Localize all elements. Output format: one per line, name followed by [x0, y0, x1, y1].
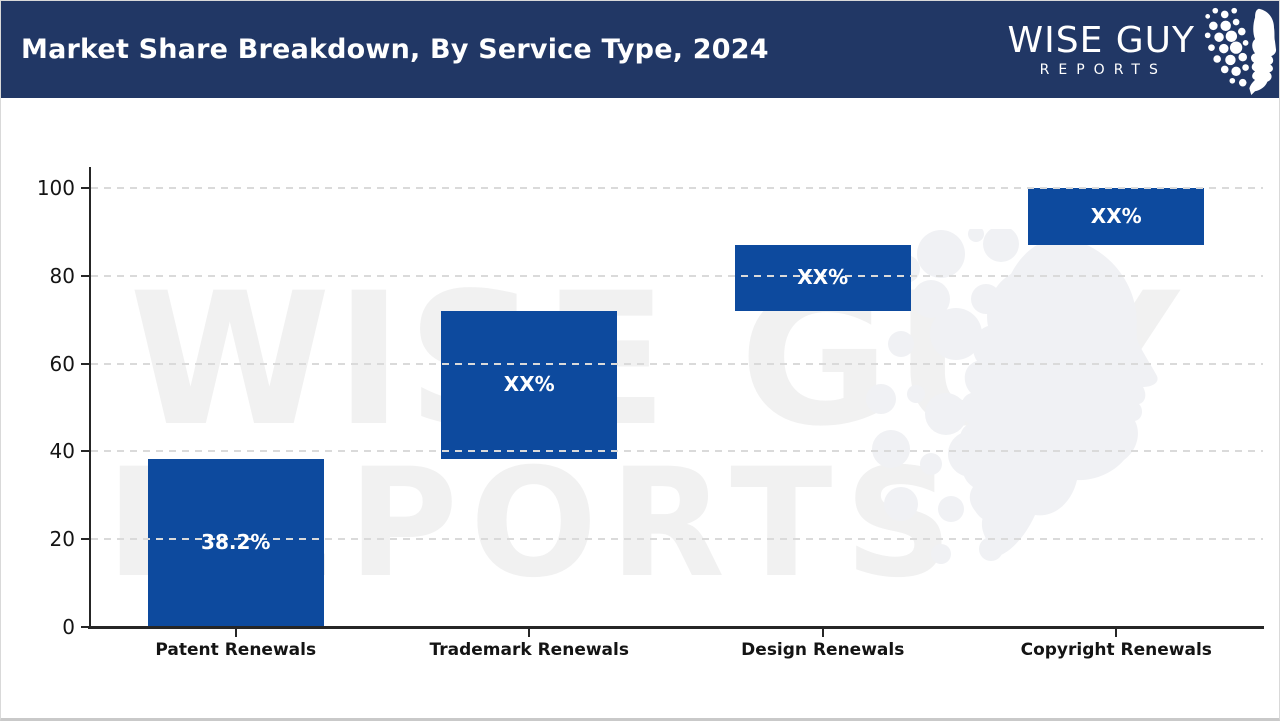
y-axis-line	[89, 167, 91, 628]
y-tick-60	[81, 362, 89, 365]
x-tick-label-patent-renewals: Patent Renewals	[155, 640, 317, 660]
x-axis-line	[88, 626, 1264, 629]
x-tick-label-copyright-renewals: Copyright Renewals	[1020, 640, 1212, 660]
bar-value-label-design-renewals: XX%	[797, 264, 849, 289]
y-tick-label-60: 60	[49, 351, 75, 376]
gridline-20	[91, 538, 1263, 541]
logo-text: WISE GUY REPORTS	[1008, 22, 1196, 78]
bar-value-label-trademark-renewals: XX%	[503, 372, 555, 397]
watermark-head-icon	[866, 229, 1158, 564]
x-tick-trademark-renewals	[528, 629, 531, 637]
gridline-60	[91, 362, 1263, 365]
x-tick-patent-renewals	[234, 629, 237, 637]
logo-subtext: REPORTS	[1039, 61, 1167, 78]
y-tick-20	[81, 538, 89, 541]
bar-patent-renewals	[147, 459, 324, 627]
y-tick-100	[81, 187, 89, 189]
bar-design-renewals	[734, 245, 911, 311]
header: Market Share Breakdown, By Service Type,…	[1, 1, 1279, 98]
y-tick-40	[81, 450, 89, 453]
bar-copyright-renewals	[1028, 188, 1205, 246]
x-tick-label-trademark-renewals: Trademark Renewals	[429, 640, 629, 660]
gridline-100	[91, 187, 1263, 189]
logo-wordmark: WISE GUY	[1007, 20, 1195, 62]
y-tick-80	[81, 274, 89, 277]
page-title: Market Share Breakdown, By Service Type,…	[21, 34, 769, 65]
y-tick-label-80: 80	[49, 263, 75, 288]
wise-guy-logo: WISE GUY REPORTS	[1008, 5, 1280, 95]
bar-value-label-copyright-renewals: XX%	[1090, 203, 1142, 228]
x-tick-label-design-renewals: Design Renewals	[741, 640, 905, 660]
y-tick-label-40: 40	[49, 439, 75, 464]
y-tick-0	[81, 626, 89, 628]
y-tick-label-20: 20	[49, 527, 75, 552]
bar-trademark-renewals	[441, 310, 618, 460]
bar-value-label-patent-renewals: 38.2%	[201, 530, 271, 555]
gridline-40	[91, 450, 1263, 453]
x-tick-design-renewals	[821, 629, 824, 637]
gridline-80	[91, 274, 1263, 277]
x-tick-copyright-renewals	[1115, 629, 1118, 637]
y-tick-label-0: 0	[62, 615, 75, 639]
y-tick-label-100: 100	[36, 176, 75, 200]
logo-head-icon	[1204, 7, 1277, 95]
